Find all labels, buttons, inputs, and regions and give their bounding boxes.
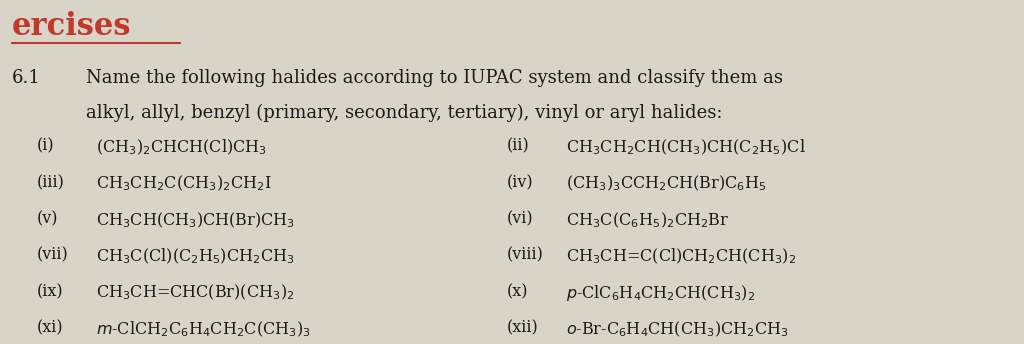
Text: (i): (i) bbox=[37, 138, 54, 154]
Text: (CH$_3$)$_2$CHCH(Cl)CH$_3$: (CH$_3$)$_2$CHCH(Cl)CH$_3$ bbox=[96, 138, 267, 157]
Text: CH$_3$CH$_2$CH(CH$_3$)CH(C$_2$H$_5$)Cl: CH$_3$CH$_2$CH(CH$_3$)CH(C$_2$H$_5$)Cl bbox=[566, 138, 806, 157]
Text: (vii): (vii) bbox=[37, 247, 69, 264]
Text: $o$-Br-C$_6$H$_4$CH(CH$_3$)CH$_2$CH$_3$: $o$-Br-C$_6$H$_4$CH(CH$_3$)CH$_2$CH$_3$ bbox=[566, 319, 788, 339]
Text: (x): (x) bbox=[507, 283, 528, 300]
Text: (iii): (iii) bbox=[37, 174, 65, 191]
Text: $m$-ClCH$_2$C$_6$H$_4$CH$_2$C(CH$_3$)$_3$: $m$-ClCH$_2$C$_6$H$_4$CH$_2$C(CH$_3$)$_3… bbox=[96, 319, 311, 339]
Text: CH$_3$CH=C(Cl)CH$_2$CH(CH$_3$)$_2$: CH$_3$CH=C(Cl)CH$_2$CH(CH$_3$)$_2$ bbox=[566, 247, 797, 266]
Text: (viii): (viii) bbox=[507, 247, 544, 264]
Text: CH$_3$C(Cl)(C$_2$H$_5$)CH$_2$CH$_3$: CH$_3$C(Cl)(C$_2$H$_5$)CH$_2$CH$_3$ bbox=[96, 247, 295, 266]
Text: (ii): (ii) bbox=[507, 138, 529, 154]
Text: alkyl, allyl, benzyl (primary, secondary, tertiary), vinyl or aryl halides:: alkyl, allyl, benzyl (primary, secondary… bbox=[86, 104, 723, 122]
Text: (ix): (ix) bbox=[37, 283, 63, 300]
Text: CH$_3$C(C$_6$H$_5$)$_2$CH$_2$Br: CH$_3$C(C$_6$H$_5$)$_2$CH$_2$Br bbox=[566, 210, 729, 230]
Text: (CH$_3$)$_3$CCH$_2$CH(Br)C$_6$H$_5$: (CH$_3$)$_3$CCH$_2$CH(Br)C$_6$H$_5$ bbox=[566, 174, 767, 193]
Text: CH$_3$CH=CHC(Br)(CH$_3$)$_2$: CH$_3$CH=CHC(Br)(CH$_3$)$_2$ bbox=[96, 283, 295, 302]
Text: CH$_3$CH(CH$_3$)CH(Br)CH$_3$: CH$_3$CH(CH$_3$)CH(Br)CH$_3$ bbox=[96, 210, 296, 230]
Text: (v): (v) bbox=[37, 210, 58, 227]
Text: (vi): (vi) bbox=[507, 210, 534, 227]
Text: (iv): (iv) bbox=[507, 174, 534, 191]
Text: $p$-ClC$_6$H$_4$CH$_2$CH(CH$_3$)$_2$: $p$-ClC$_6$H$_4$CH$_2$CH(CH$_3$)$_2$ bbox=[566, 283, 756, 303]
Text: 6.1: 6.1 bbox=[11, 69, 41, 87]
Text: CH$_3$CH$_2$C(CH$_3$)$_2$CH$_2$I: CH$_3$CH$_2$C(CH$_3$)$_2$CH$_2$I bbox=[96, 174, 272, 193]
Text: (xii): (xii) bbox=[507, 319, 539, 336]
Text: Name the following halides according to IUPAC system and classify them as: Name the following halides according to … bbox=[86, 69, 783, 87]
Text: (xi): (xi) bbox=[37, 319, 63, 336]
Text: ercises: ercises bbox=[11, 11, 131, 42]
